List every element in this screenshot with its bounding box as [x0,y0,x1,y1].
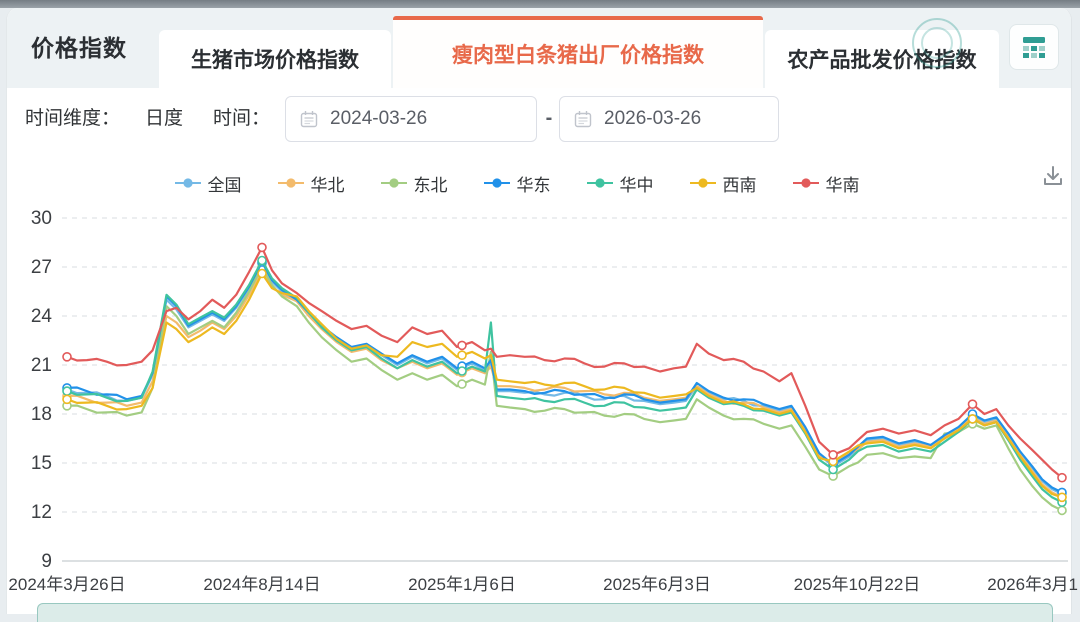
x-axis-label: 2024年8月14日 [203,575,320,594]
date-range-separator: - [545,107,553,129]
legend-label: 西南 [722,175,757,195]
y-axis-label: 9 [41,551,52,572]
legend-item-全国[interactable]: 全国 [174,171,242,196]
data-point-marker [257,242,267,253]
y-axis-label: 15 [31,453,52,474]
x-axis-label: 2025年10月22日 [794,575,921,594]
y-axis-label: 27 [31,257,52,278]
start-date-input[interactable]: 2024-03-26 [285,96,537,142]
data-point-marker [62,386,72,396]
series-line-西南 [65,272,1064,499]
x-axis-label: 2026年3月1 [987,575,1078,594]
data-point-marker [967,414,978,424]
y-axis-label: 12 [31,502,52,523]
page-title: 价格指数 [31,35,127,61]
legend-item-华北[interactable]: 华北 [277,171,345,196]
legend-marker-icon [689,178,716,188]
y-axis-label: 24 [31,306,53,327]
data-point-marker [257,268,267,279]
time-dimension-value[interactable]: 日度 [145,108,184,129]
download-button[interactable] [1037,160,1069,192]
legend-item-东北[interactable]: 东北 [380,171,448,196]
legend-label: 华北 [310,175,345,195]
tab-lean-pig-exfactory-index[interactable]: 瘦肉型白条猪出厂价格指数 [393,16,763,88]
data-point-marker [457,340,467,351]
data-point-marker [457,350,467,360]
filter-row: 时间维度： 日度 时间： 2024-03-26 - [7,88,1071,150]
data-point-marker [1057,472,1067,483]
legend-label: 华东 [516,175,551,195]
legend-item-华中[interactable]: 华中 [586,171,654,196]
y-axis-label: 18 [31,404,52,425]
calendar-icon [574,111,592,128]
tab-live-pig-market-index[interactable]: 生猪市场价格指数 [159,30,391,88]
x-axis-label: 2025年1月6日 [408,575,516,594]
end-date-value: 2026-03-26 [604,108,702,129]
start-date-value: 2024-03-26 [330,108,428,129]
x-axis-label: 2024年3月26日 [8,575,125,594]
data-table-button[interactable] [1009,24,1059,70]
price-index-panel: 价格指数 生猪市场价格指数 瘦肉型白条猪出厂价格指数 农产品批发价格指数 [6,8,1078,622]
series-line-华东 [65,261,1064,494]
tab-bar: 价格指数 生猪市场价格指数 瘦肉型白条猪出厂价格指数 农产品批发价格指数 [7,8,1071,88]
legend-label: 华中 [619,175,654,195]
legend-label: 全国 [207,175,242,195]
series-line-全国 [65,262,1064,496]
download-icon [1044,166,1062,185]
bottom-panel-edge [37,603,1053,622]
legend-item-华南[interactable]: 华南 [792,171,860,196]
series-line-华北 [65,269,1064,499]
data-point-marker [967,399,978,409]
calculator-grid-icon [1023,37,1045,58]
chart-legend: 全国 华北 东北 华东 华中 西南 华南 [67,166,967,200]
y-axis-label: 21 [31,355,52,376]
data-point-marker [457,366,467,376]
data-point-marker [62,352,72,362]
price-index-line-chart[interactable]: 9 12 15 18 21 24 27 30 2024年3月26日 2024年8月14日 2025年… [0,200,1080,600]
data-point-marker [1057,492,1067,503]
legend-marker-icon [174,178,201,188]
window-top-edge [0,0,1080,8]
data-point-marker [828,450,838,460]
legend-marker-icon [277,178,304,188]
data-point-marker [828,464,838,475]
time-range-label: 时间： [213,108,271,129]
legend-marker-icon [483,178,510,188]
y-axis-label: 30 [31,208,52,229]
tab-label: 瘦肉型白条猪出厂价格指数 [452,44,704,67]
legend-item-华东[interactable]: 华东 [483,171,551,196]
tab-label: 农产品批发价格指数 [787,49,977,72]
legend-label: 华南 [825,175,860,195]
series-line-东北 [65,265,1064,512]
series-line-华中 [65,259,1064,504]
end-date-input[interactable]: 2026-03-26 [559,96,779,142]
legend-marker-icon [792,178,819,188]
tab-agri-wholesale-index[interactable]: 农产品批发价格指数 [765,30,999,88]
data-point-marker [257,255,267,266]
x-axis-label: 2025年6月3日 [603,575,711,594]
time-dimension-label: 时间维度： [25,108,121,129]
data-point-marker [62,394,72,405]
calendar-icon [300,111,318,128]
legend-item-西南[interactable]: 西南 [689,171,757,196]
legend-label: 东北 [413,175,448,195]
legend-marker-icon [380,178,407,188]
legend-marker-icon [586,178,613,188]
data-point-marker [1057,505,1067,516]
tab-label: 生猪市场价格指数 [191,49,359,72]
data-point-marker [457,379,467,389]
series-line-华南 [65,246,1064,479]
